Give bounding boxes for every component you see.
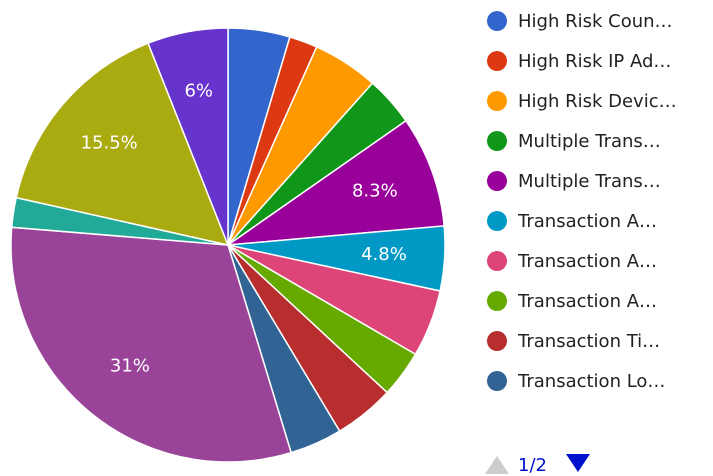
legend-label: Transaction Lo… (517, 371, 665, 392)
legend-swatch (487, 331, 507, 351)
legend-label: High Risk IP Ad… (518, 51, 671, 72)
legend-swatch (487, 211, 507, 231)
slice-label: 4.8% (361, 244, 407, 265)
pie-slice (225, 119, 445, 246)
legend-page: 1/2 (518, 455, 547, 476)
legend-swatch (487, 131, 507, 151)
legend-label: High Risk Devic… (518, 91, 677, 112)
legend-label: Transaction A… (517, 211, 657, 232)
legend-prev[interactable] (485, 456, 509, 474)
legend-swatch (487, 171, 507, 191)
slice-label: 8.3% (352, 181, 398, 202)
legend-swatch (487, 91, 507, 111)
legend-label: Multiple Trans… (518, 171, 661, 192)
legend-label: Transaction A… (517, 291, 657, 312)
pie-slice (10, 226, 293, 463)
legend-swatch (487, 371, 507, 391)
legend-label: Transaction A… (517, 251, 657, 272)
legend-label: Multiple Trans… (518, 131, 661, 152)
legend-next[interactable] (566, 454, 590, 472)
slice-label: 31% (110, 356, 150, 377)
legend-swatch (487, 251, 507, 271)
legend-label: High Risk Coun… (518, 11, 673, 32)
legend-label: Transaction Ti… (517, 331, 660, 352)
slice-label: 6% (184, 81, 213, 102)
legend-swatch (487, 291, 507, 311)
slice-label: 15.5% (81, 133, 138, 154)
pie-slice (15, 42, 230, 247)
pie-slice (147, 27, 229, 246)
legend-swatch (487, 11, 507, 31)
legend-swatch (487, 51, 507, 71)
